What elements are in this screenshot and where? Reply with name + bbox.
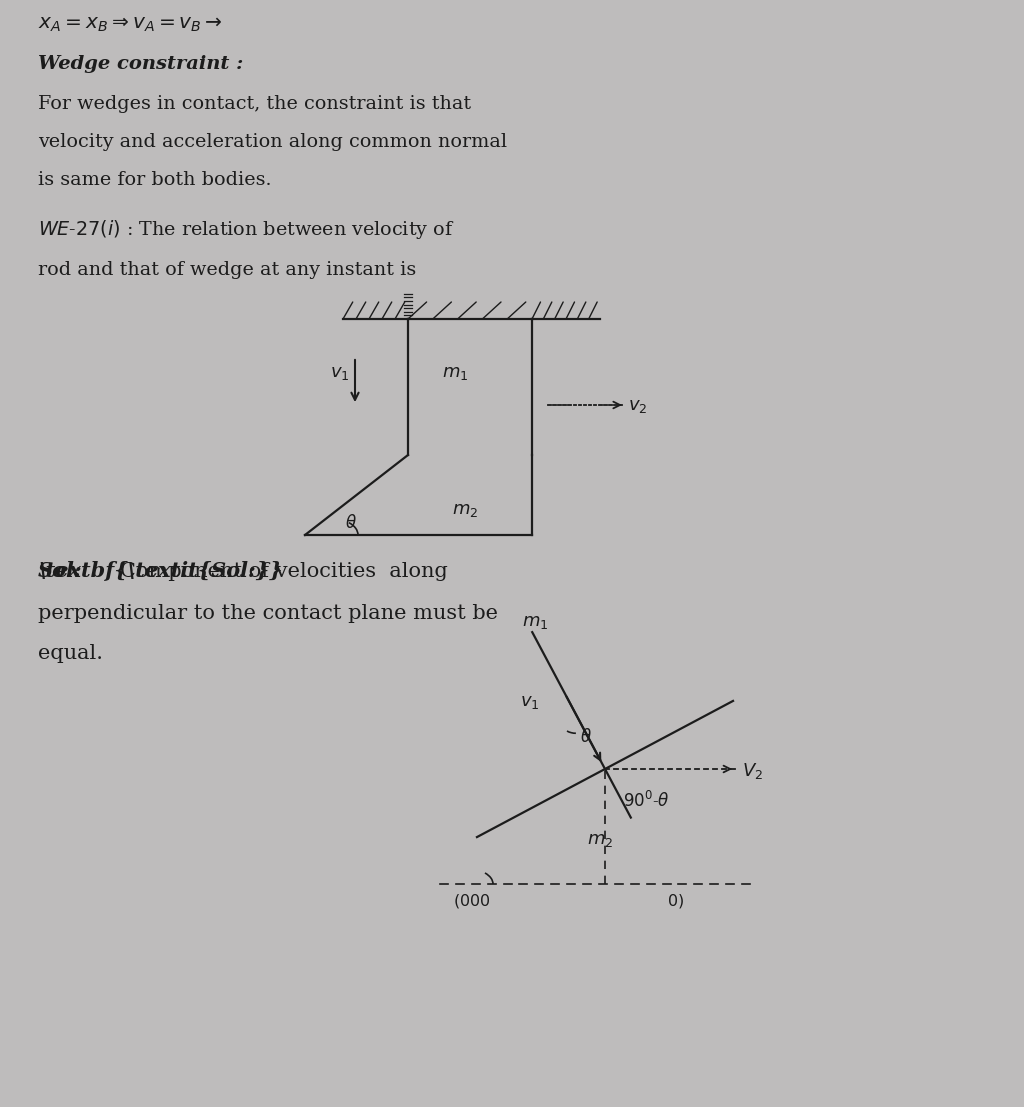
Text: rod and that of wedge at any instant is: rod and that of wedge at any instant is [38,261,416,279]
Text: \textbf{\textit{Sol:}}: \textbf{\textit{Sol:}} [38,561,283,581]
Text: equal.: equal. [38,644,103,663]
Text: $V_2$: $V_2$ [742,761,763,782]
Text: is same for both bodies.: is same for both bodies. [38,170,271,189]
Text: Sol:: Sol: [38,561,83,581]
Text: $m_2$: $m_2$ [587,831,613,849]
Text: $\mathit{WE}$-$\mathit{27(i)}$ : The relation between velocity of: $\mathit{WE}$-$\mathit{27(i)}$ : The rel… [38,218,455,241]
Text: $(000$: $(000$ [453,892,490,910]
Text: perpendicular to the contact plane must be: perpendicular to the contact plane must … [38,604,498,623]
Text: $90^0$-$\theta$: $90^0$-$\theta$ [623,790,670,811]
Text: $v_2$: $v_2$ [628,397,647,415]
Text: $m_1$: $m_1$ [522,613,549,631]
Text: For wedges in contact, the constraint is that: For wedges in contact, the constraint is… [38,95,471,113]
Text: $m_2$: $m_2$ [452,501,478,519]
Text: $v_1$: $v_1$ [520,693,540,711]
Text: $m_1$: $m_1$ [442,364,468,382]
Text: $0)$: $0)$ [667,892,684,910]
Text: $v_1$: $v_1$ [330,364,349,382]
Text: $\theta$: $\theta$ [580,728,592,746]
Text: $x_A = x_B \Rightarrow v_A = v_B \rightarrow$: $x_A = x_B \Rightarrow v_A = v_B \righta… [38,15,223,34]
Text: $\theta$: $\theta$ [345,514,356,532]
Text: velocity and acceleration along common normal: velocity and acceleration along common n… [38,133,507,151]
Text: Component of velocities  along: Component of velocities along [120,562,447,581]
Text: Wedge constraint :: Wedge constraint : [38,55,244,73]
